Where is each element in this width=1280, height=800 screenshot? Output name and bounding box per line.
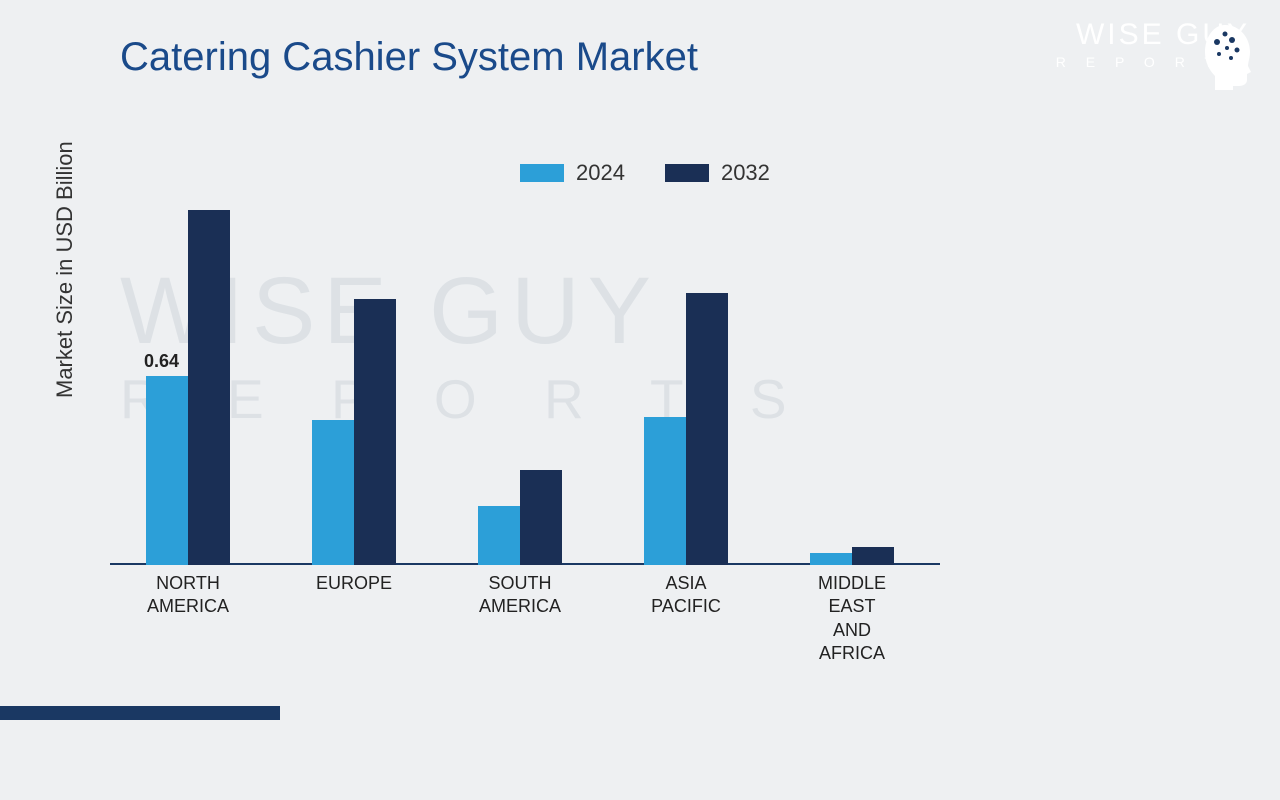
x-tick-label: EUROPE [294, 572, 414, 595]
y-axis-label: Market Size in USD Billion [52, 141, 78, 398]
legend-item-2032: 2032 [665, 160, 770, 186]
bar-group [304, 195, 404, 565]
bar-2032 [686, 293, 728, 565]
legend-label-2032: 2032 [721, 160, 770, 186]
legend: 2024 2032 [520, 160, 770, 186]
bar-2024 [644, 417, 686, 565]
x-tick-label: MIDDLEEASTANDAFRICA [792, 572, 912, 666]
brand-logo: WISE GUY R E P O R T S [1056, 20, 1250, 70]
x-tick-label: NORTHAMERICA [128, 572, 248, 619]
bar-2024 [478, 506, 520, 565]
bar-2032 [520, 470, 562, 565]
bar-2024 [810, 553, 852, 565]
legend-item-2024: 2024 [520, 160, 625, 186]
bar-group: 0.64 [138, 195, 238, 565]
bar-group [802, 195, 902, 565]
bar-2032 [188, 210, 230, 565]
bar-2032 [354, 299, 396, 565]
bar-group [470, 195, 570, 565]
head-silhouette-icon [1195, 20, 1255, 90]
bar-2024 [146, 376, 188, 565]
chart-title: Catering Cashier System Market [120, 35, 698, 80]
bar-chart: 0.64 [110, 195, 940, 565]
legend-swatch-2032 [665, 164, 709, 182]
bar-2024 [312, 420, 354, 565]
legend-label-2024: 2024 [576, 160, 625, 186]
x-tick-label: SOUTHAMERICA [460, 572, 580, 619]
bar-group [636, 195, 736, 565]
bar-value-label: 0.64 [144, 351, 179, 372]
x-tick-label: ASIAPACIFIC [626, 572, 746, 619]
footer-strip [0, 706, 280, 720]
bar-2032 [852, 547, 894, 565]
legend-swatch-2024 [520, 164, 564, 182]
